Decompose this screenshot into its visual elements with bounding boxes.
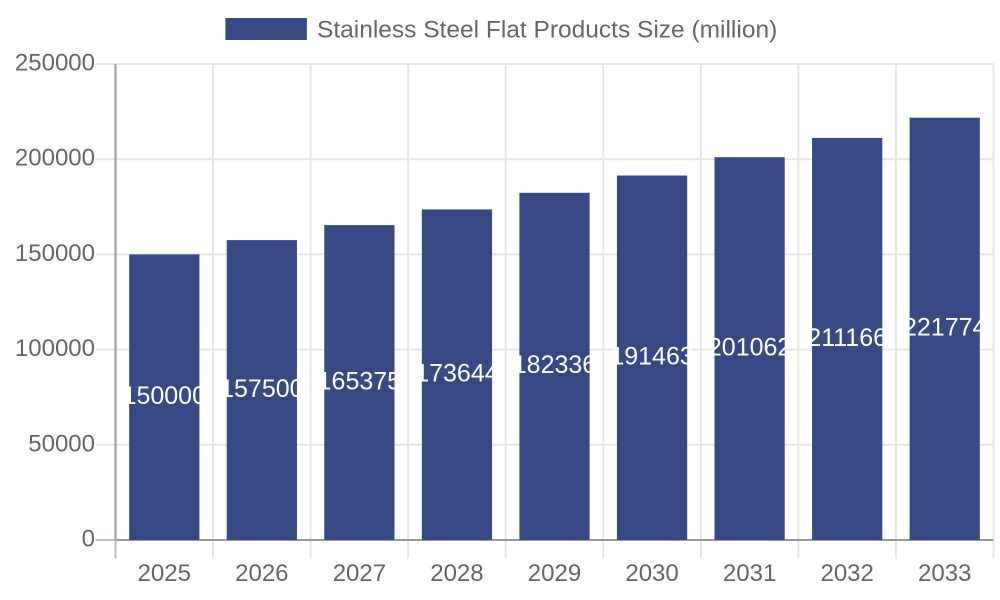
svg-text:2030: 2030 xyxy=(625,560,678,587)
svg-text:150000: 150000 xyxy=(15,240,95,267)
svg-text:2026: 2026 xyxy=(235,560,288,587)
svg-text:2028: 2028 xyxy=(430,560,483,587)
svg-text:182336: 182336 xyxy=(513,351,596,379)
svg-text:250000: 250000 xyxy=(15,50,95,77)
svg-text:2025: 2025 xyxy=(138,560,191,587)
svg-text:Stainless Steel Flat Products: Stainless Steel Flat Products Size (mill… xyxy=(317,17,777,44)
svg-text:165375: 165375 xyxy=(318,367,401,395)
svg-text:2031: 2031 xyxy=(723,560,776,587)
svg-text:201062: 201062 xyxy=(708,333,791,361)
svg-text:0: 0 xyxy=(82,526,95,553)
svg-text:2027: 2027 xyxy=(333,560,386,587)
svg-text:200000: 200000 xyxy=(15,145,95,172)
svg-text:221774: 221774 xyxy=(903,314,987,342)
svg-text:50000: 50000 xyxy=(28,430,95,457)
svg-text:2032: 2032 xyxy=(820,560,873,587)
svg-text:2033: 2033 xyxy=(918,560,971,587)
svg-text:150000: 150000 xyxy=(123,382,206,410)
svg-text:157500: 157500 xyxy=(220,375,303,403)
svg-text:100000: 100000 xyxy=(15,335,95,362)
svg-text:211166: 211166 xyxy=(807,324,887,352)
svg-text:2029: 2029 xyxy=(528,560,581,587)
svg-text:191463: 191463 xyxy=(610,343,693,371)
svg-text:173644: 173644 xyxy=(415,360,499,388)
